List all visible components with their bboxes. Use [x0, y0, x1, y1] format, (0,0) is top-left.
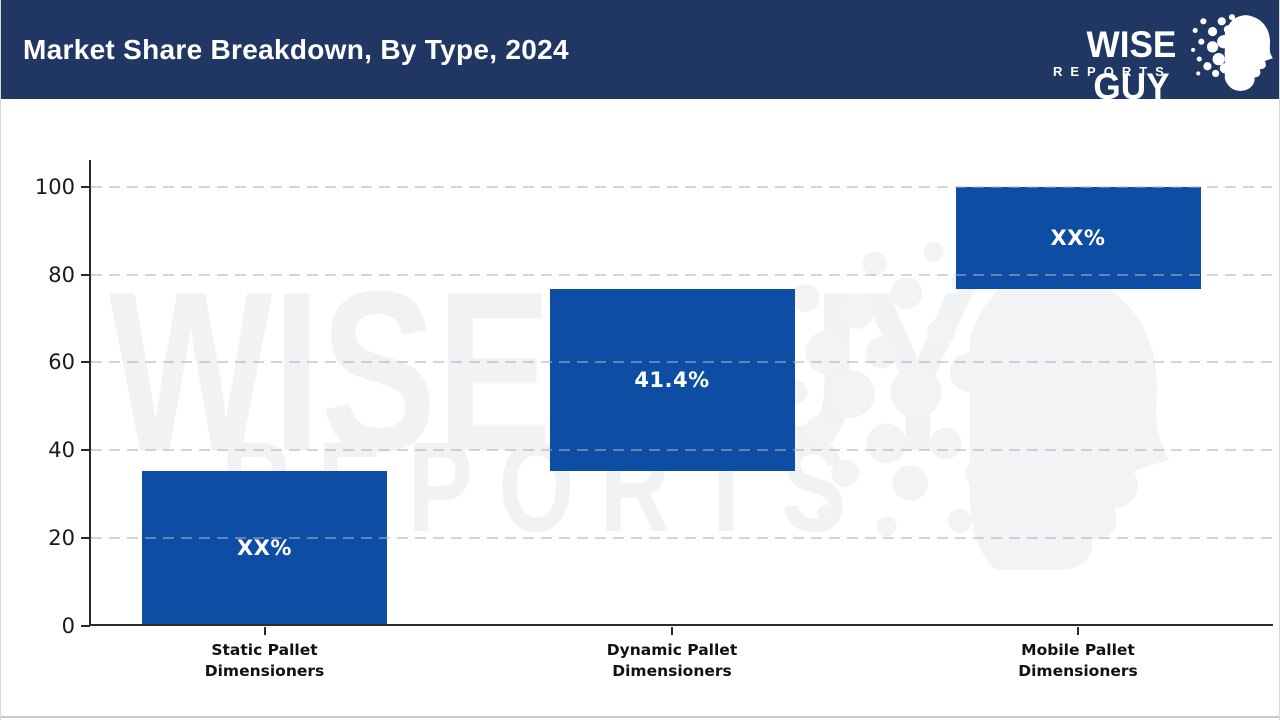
y-tick-100	[81, 186, 90, 188]
gridline-60	[91, 361, 1273, 364]
x-tick-2	[671, 626, 673, 635]
y-tick-60	[81, 361, 90, 364]
header-bar: Market Share Breakdown, By Type, 2024 WI…	[1, 0, 1279, 107]
y-tick-label-40: 40	[48, 438, 75, 463]
logo-wordmark: WISE GUY	[1086, 24, 1177, 107]
x-axis-line	[89, 624, 1273, 626]
gridline-20	[91, 536, 1273, 539]
y-tick-label-60: 60	[48, 350, 75, 375]
y-tick-label-80: 80	[48, 262, 75, 287]
x-tick-1	[263, 626, 266, 635]
y-tick-20	[81, 536, 90, 539]
face-dots-icon	[1191, 14, 1273, 91]
bar-value-label-1: XX%	[237, 536, 292, 561]
wise-guy-logo: WISE GUY REPORTS	[1039, 6, 1275, 107]
bar-value-label-2: 41.4%	[634, 367, 710, 392]
watermark-face-icon	[773, 241, 1170, 570]
x-category-label-3: Mobile Pallet Dimensioners	[1018, 641, 1138, 680]
x-tick-3	[1077, 626, 1079, 635]
bar-2	[549, 289, 795, 471]
y-tick-label-0: 0	[61, 613, 75, 638]
bar-1	[142, 470, 387, 626]
y-axis-line	[89, 160, 91, 626]
logo-subtitle: REPORTS	[1053, 64, 1172, 79]
gridline-100	[91, 186, 1273, 188]
x-category-label-2: Dynamic Pallet Dimensioners	[606, 641, 738, 680]
y-tick-label-20: 20	[48, 525, 75, 550]
gridline-40	[91, 449, 1273, 452]
y-tick-40	[81, 449, 90, 452]
bar-3	[955, 187, 1201, 290]
gridline-80	[91, 273, 1273, 276]
y-tick-80	[81, 273, 90, 276]
page-title: Market Share Breakdown, By Type, 2024	[23, 33, 569, 65]
bottom-border	[1, 716, 1279, 718]
bar-value-label-3: XX%	[1050, 226, 1106, 251]
y-tick-label-100: 100	[34, 175, 75, 199]
x-category-label-1: Static Pallet Dimensioners	[204, 641, 325, 680]
y-tick-0	[81, 624, 90, 627]
